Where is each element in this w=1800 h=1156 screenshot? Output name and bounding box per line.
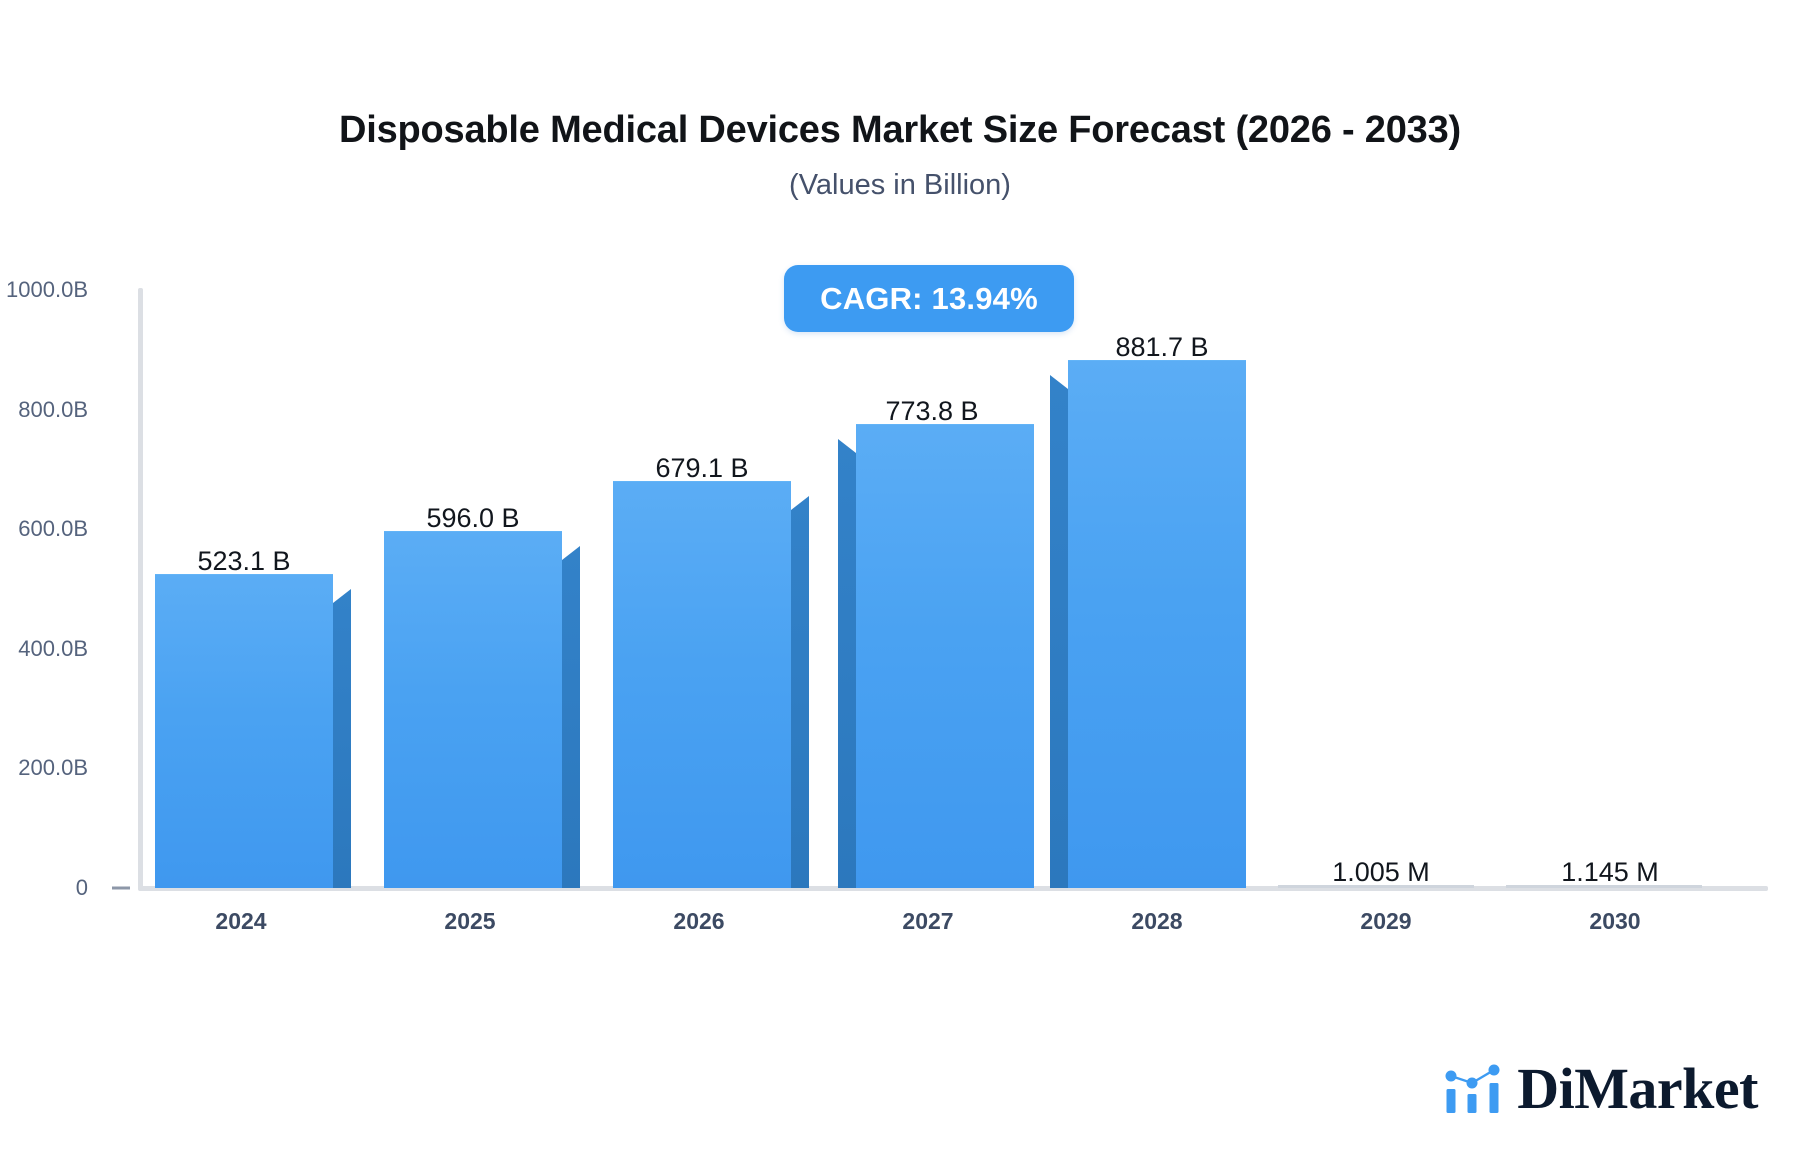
bar-front-face bbox=[613, 481, 791, 888]
bar-2029 bbox=[1278, 885, 1474, 888]
x-axis-tick-2026: 2026 bbox=[673, 908, 725, 934]
y-axis-tick-label: 800.0B bbox=[18, 396, 88, 422]
bar-value-label-2027: 773.8 B bbox=[885, 396, 979, 426]
x-axis-tick-2028: 2028 bbox=[1131, 908, 1183, 934]
x-axis-tick-2029: 2029 bbox=[1360, 908, 1412, 934]
cagr-badge: CAGR: 13.94% bbox=[784, 265, 1074, 332]
title-block: Disposable Medical Devices Market Size F… bbox=[0, 108, 1800, 202]
bar-value-label-2030: 1.145 M bbox=[1561, 857, 1659, 887]
y-axis-tick-label: 0 bbox=[75, 875, 88, 900]
x-axis-tick-2030: 2030 bbox=[1589, 908, 1641, 934]
bar-front-face bbox=[1278, 885, 1474, 888]
bar-front-face bbox=[384, 531, 562, 888]
bar-side-face bbox=[791, 496, 809, 888]
bar-front-face bbox=[155, 574, 333, 888]
chart-subtitle: (Values in Billion) bbox=[789, 168, 1011, 201]
bar-2026 bbox=[613, 481, 809, 888]
bar-value-label-2026: 679.1 B bbox=[655, 453, 749, 483]
logo-text: DiMarket bbox=[1517, 1056, 1758, 1121]
bar-2028 bbox=[1050, 360, 1246, 888]
bar-side-face bbox=[1050, 375, 1068, 888]
bar-2025 bbox=[384, 531, 580, 888]
y-axis-zero-tick bbox=[112, 886, 130, 890]
bar-side-face bbox=[333, 589, 351, 888]
x-axis-tick-2025: 2025 bbox=[444, 908, 496, 934]
bar-2030 bbox=[1506, 885, 1702, 888]
bar-2024 bbox=[155, 574, 351, 888]
bar-2027 bbox=[838, 424, 1034, 888]
bar-value-label-2024: 523.1 B bbox=[197, 546, 291, 576]
bar-value-label-2025: 596.0 B bbox=[426, 503, 520, 533]
y-axis-tick-label: 1000.0B bbox=[6, 277, 88, 302]
bar-front-face bbox=[1506, 885, 1702, 888]
y-axis-tick-label: 600.0B bbox=[18, 516, 88, 542]
bar-front-face bbox=[1068, 360, 1246, 888]
y-axis-tick-label: 400.0B bbox=[18, 635, 88, 661]
y-axis-tick-label: 200.0B bbox=[18, 755, 88, 781]
y-axis-line bbox=[138, 288, 143, 890]
brand-logo: DiMarket bbox=[1443, 1060, 1758, 1118]
bar-chart-icon bbox=[1445, 1064, 1500, 1113]
x-axis-tick-2024: 2024 bbox=[215, 908, 267, 934]
bar-value-label-2029: 1.005 M bbox=[1332, 857, 1430, 887]
bar-value-label-2028: 881.7 B bbox=[1115, 332, 1209, 362]
x-axis-tick-2027: 2027 bbox=[902, 908, 954, 934]
bar-side-face bbox=[562, 546, 580, 888]
page-title: Disposable Medical Devices Market Size F… bbox=[338, 109, 1461, 151]
bar-front-face bbox=[856, 424, 1034, 888]
x-axis-line bbox=[138, 886, 1768, 891]
bar-side-face bbox=[838, 439, 856, 888]
